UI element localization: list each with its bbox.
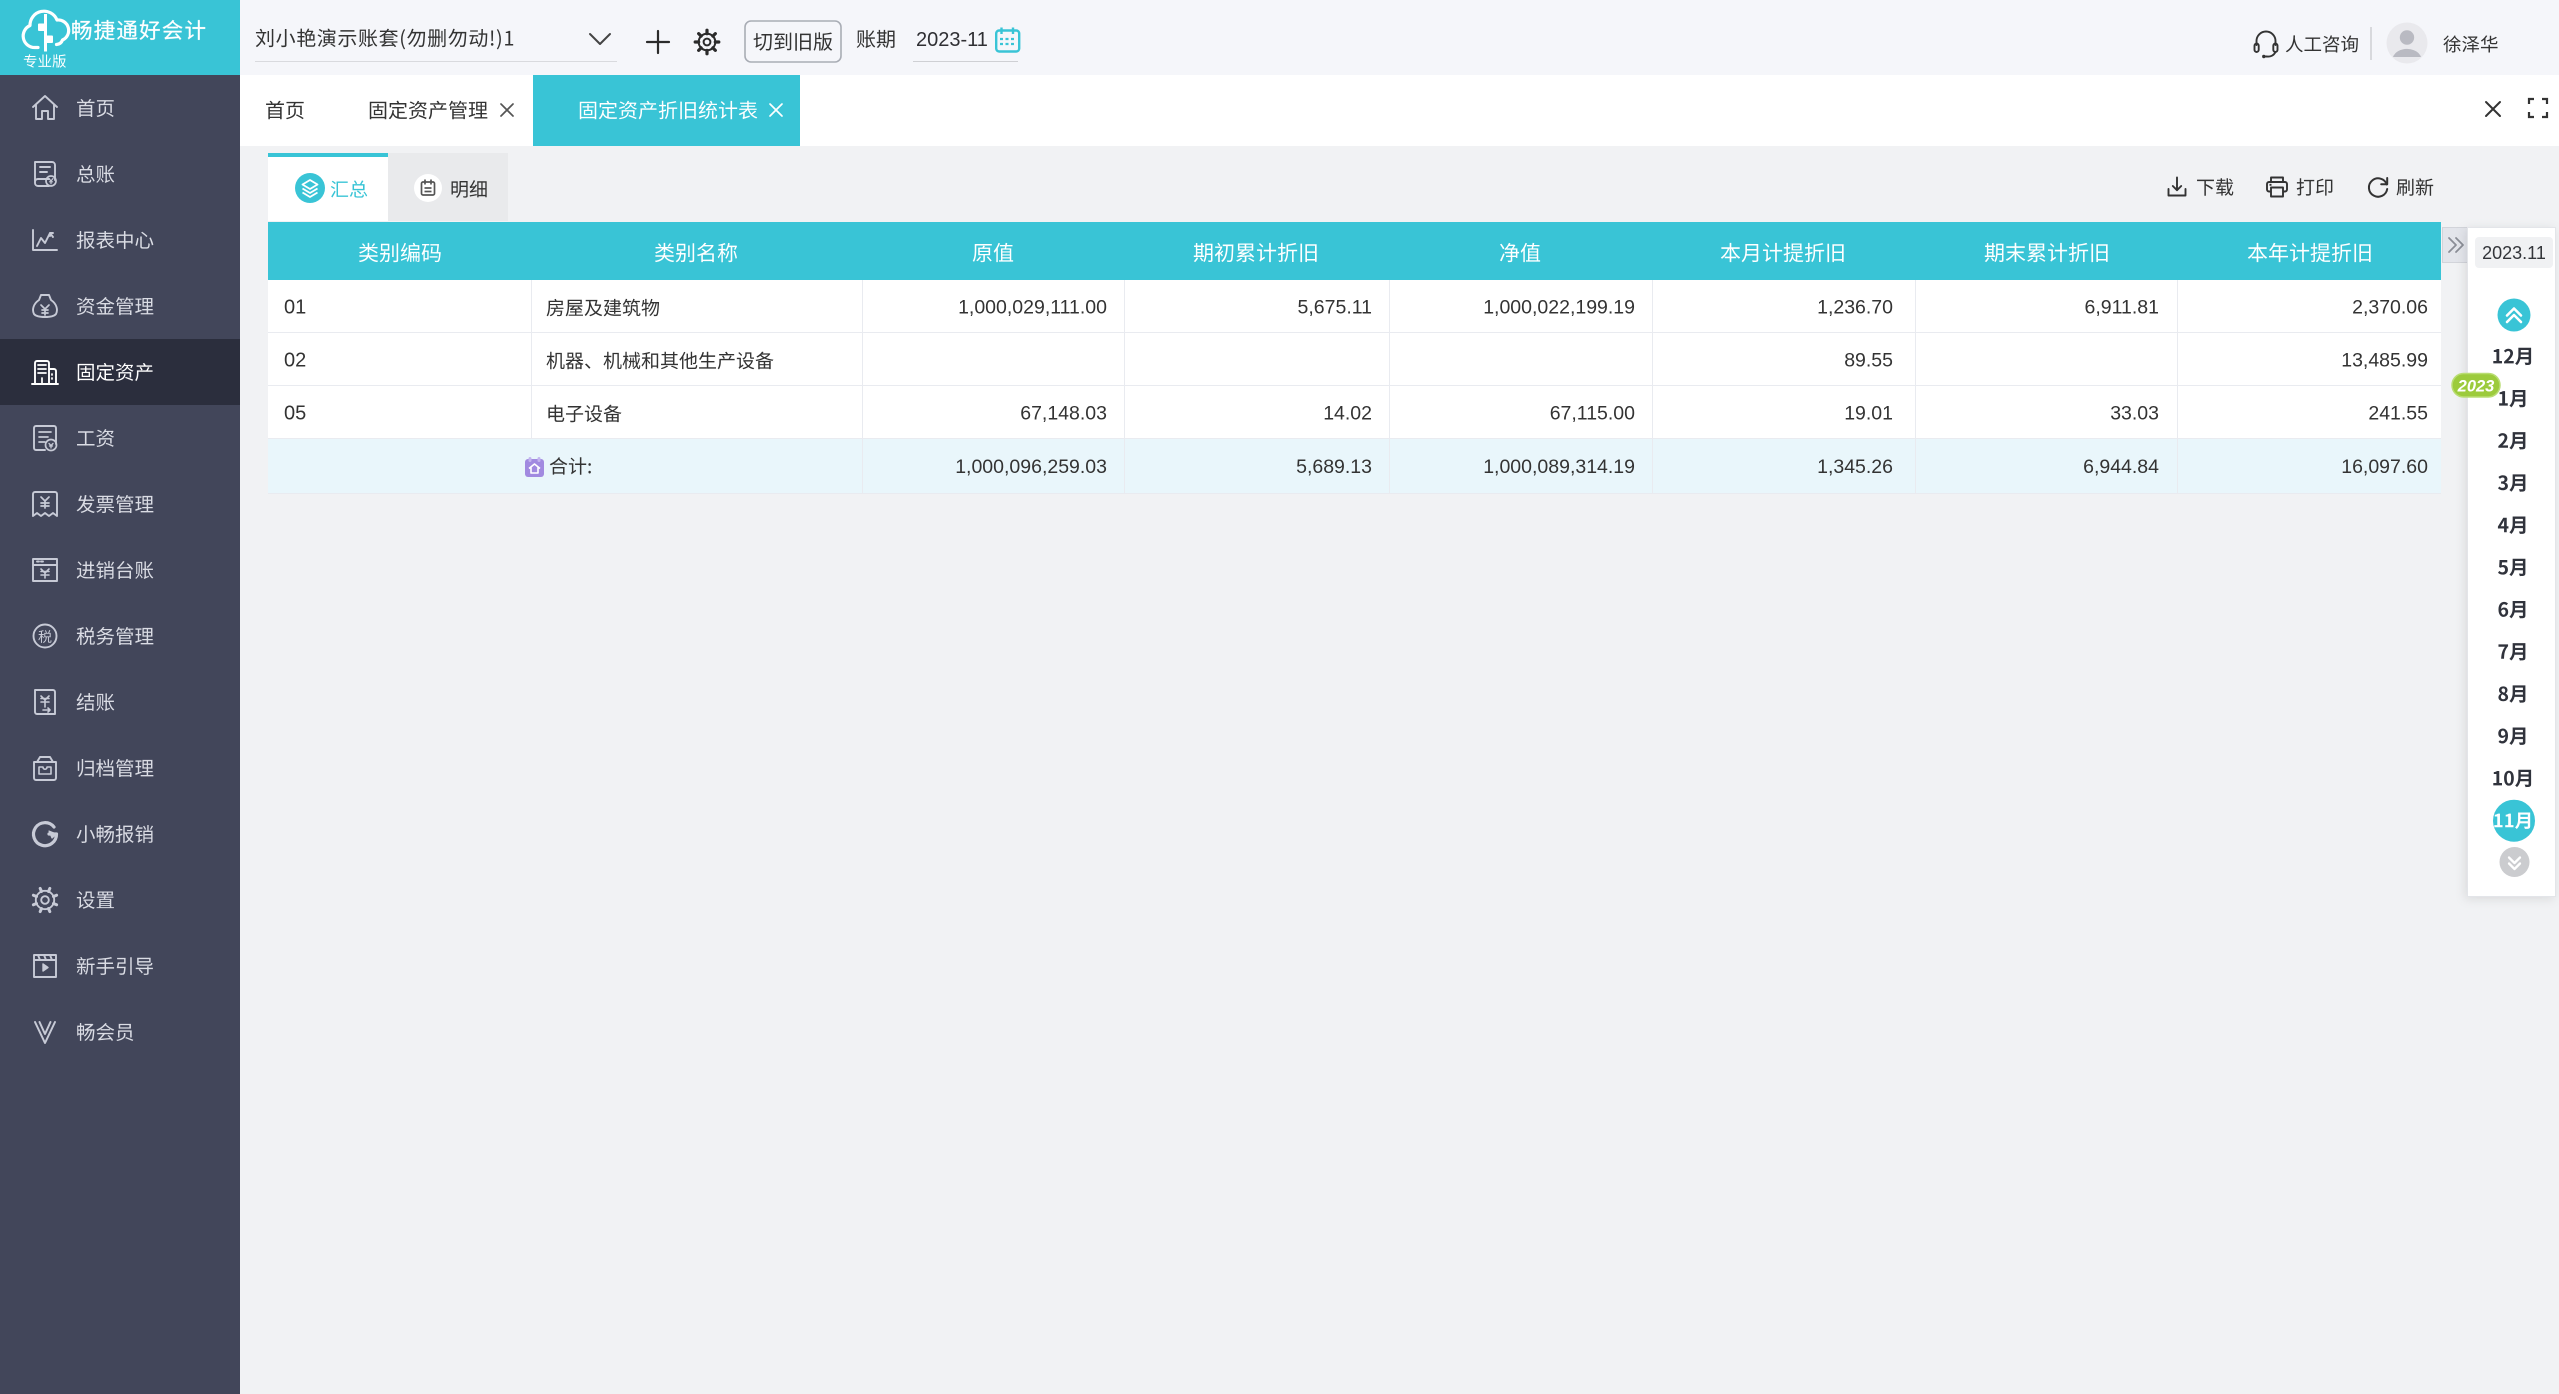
svg-text:2,370.06: 2,370.06 [2352, 297, 2428, 319]
svg-text:2023: 2023 [2457, 378, 2495, 396]
svg-text:1,000,029,111.00: 1,000,029,111.00 [958, 297, 1107, 319]
svg-text:6,911.81: 6,911.81 [2085, 297, 2159, 319]
svg-text:2023-11: 2023-11 [916, 29, 988, 51]
svg-text:19.01: 19.01 [1844, 403, 1893, 425]
svg-text:1,000,096,259.03: 1,000,096,259.03 [955, 456, 1107, 478]
svg-text:89.55: 89.55 [1844, 350, 1893, 372]
svg-text:02: 02 [284, 350, 306, 372]
svg-text:1,236.70: 1,236.70 [1817, 297, 1893, 319]
svg-text:241.55: 241.55 [2368, 403, 2428, 425]
svg-text:05: 05 [284, 403, 306, 425]
svg-text:6,944.84: 6,944.84 [2083, 456, 2159, 478]
svg-text:5,689.13: 5,689.13 [1296, 456, 1372, 478]
svg-text:33.03: 33.03 [2110, 403, 2159, 425]
svg-text:13,485.99: 13,485.99 [2341, 350, 2428, 372]
svg-text:2023.11: 2023.11 [2482, 243, 2546, 263]
svg-text:67,148.03: 67,148.03 [1020, 403, 1107, 425]
svg-text:1,000,022,199.19: 1,000,022,199.19 [1483, 297, 1635, 319]
svg-text:01: 01 [284, 297, 306, 319]
svg-text:14.02: 14.02 [1323, 403, 1372, 425]
svg-text:1,345.26: 1,345.26 [1817, 456, 1893, 478]
svg-text:67,115.00: 67,115.00 [1550, 403, 1635, 425]
svg-text:1,000,089,314.19: 1,000,089,314.19 [1483, 456, 1635, 478]
svg-text:16,097.60: 16,097.60 [2341, 456, 2428, 478]
svg-text:5,675.11: 5,675.11 [1298, 297, 1372, 319]
